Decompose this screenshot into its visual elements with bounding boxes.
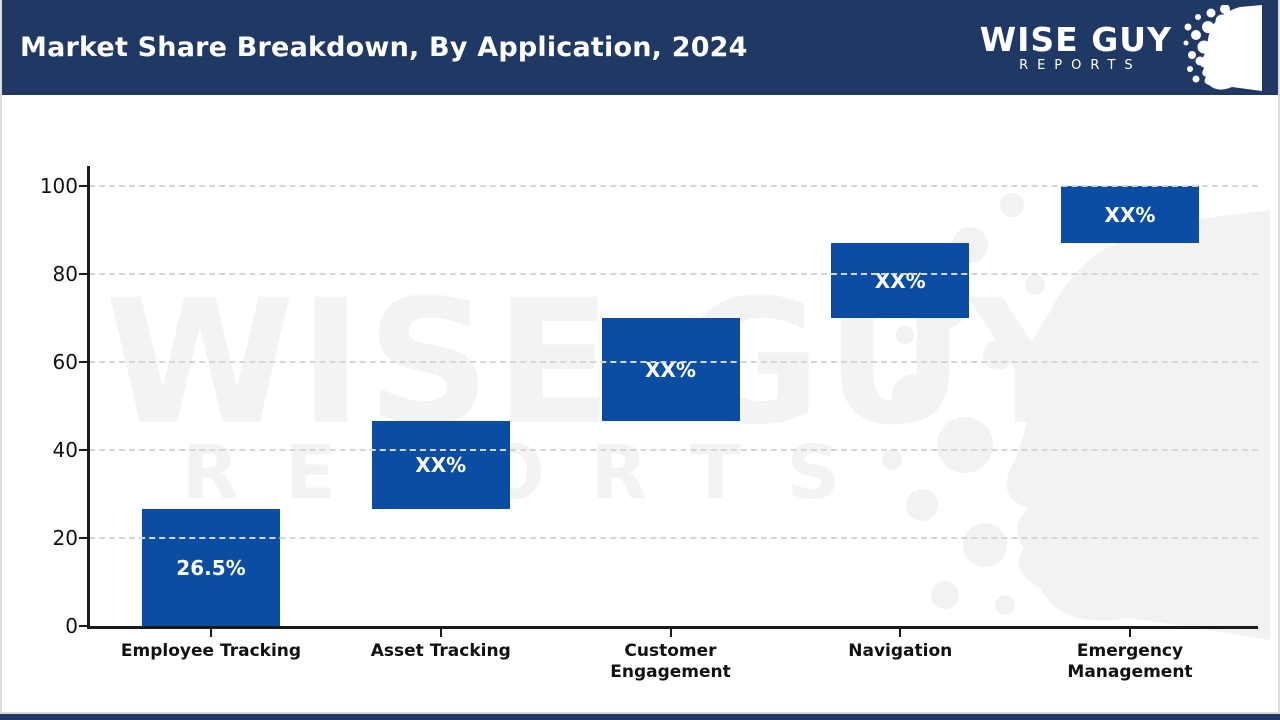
x-label-customer-engagement: Customer Engagement [610,641,731,682]
brand-logo-text: WISE GUY REPORTS [979,19,1172,73]
y-tick-label-0: 0 [65,614,78,638]
y-tick-label-40: 40 [52,438,78,462]
y-tick-label-20: 20 [52,526,78,550]
bar-employee-tracking: 26.5% [142,509,280,626]
header-bar: Market Share Breakdown, By Application, … [0,0,1280,95]
y-tick-0 [79,625,87,627]
x-label-navigation: Navigation [848,641,953,661]
brand-subname: REPORTS [1019,57,1142,73]
y-tick-60 [79,361,87,363]
brand-logo: WISE GUY REPORTS [979,4,1262,91]
x-label-employee-tracking: Employee Tracking [120,641,302,661]
brand-name: WISE GUY [979,19,1172,59]
bar-emergency-management: XX% [1061,186,1199,244]
bar-navigation: XX% [831,243,970,318]
y-tick-100 [79,185,87,187]
gridline-40 [89,449,1258,451]
y-tick-80 [79,273,87,275]
bar-customer-engagement: XX% [601,318,740,422]
y-tick-label-60: 60 [52,350,78,374]
y-tick-label-100: 100 [39,174,78,198]
x-axis-line [87,626,1258,629]
bar-value-label: XX% [1104,202,1156,227]
page-title: Market Share Breakdown, By Application, … [20,32,748,63]
gridline-60 [89,361,1258,363]
gridline-80 [89,273,1258,275]
x-tick-customer-engagement [669,629,672,637]
x-label-emergency-management: Emergency Management [1067,641,1193,682]
bar-value-label: 26.5% [176,555,246,580]
x-tick-employee-tracking [210,629,212,637]
y-tick-20 [79,537,87,539]
brand-face-icon [1183,4,1262,91]
x-tick-asset-tracking [439,629,442,637]
watermark-face-icon [882,193,1270,640]
x-label-asset-tracking: Asset Tracking [370,641,511,661]
watermark-brand-subname: REPORTS [182,430,887,516]
x-tick-emergency-management [1129,629,1131,637]
bottom-divider [0,712,1280,714]
bar-asset-tracking: XX% [371,421,510,510]
gridline-20 [89,537,1258,539]
bar-value-label: XX% [415,453,467,478]
footer-accent-bar [0,714,1280,720]
y-axis-line [87,166,90,629]
y-tick-40 [79,449,87,451]
bar-value-label: XX% [874,268,926,293]
gridline-100 [89,185,1258,187]
y-tick-label-80: 80 [52,262,78,286]
x-tick-navigation [899,629,902,637]
